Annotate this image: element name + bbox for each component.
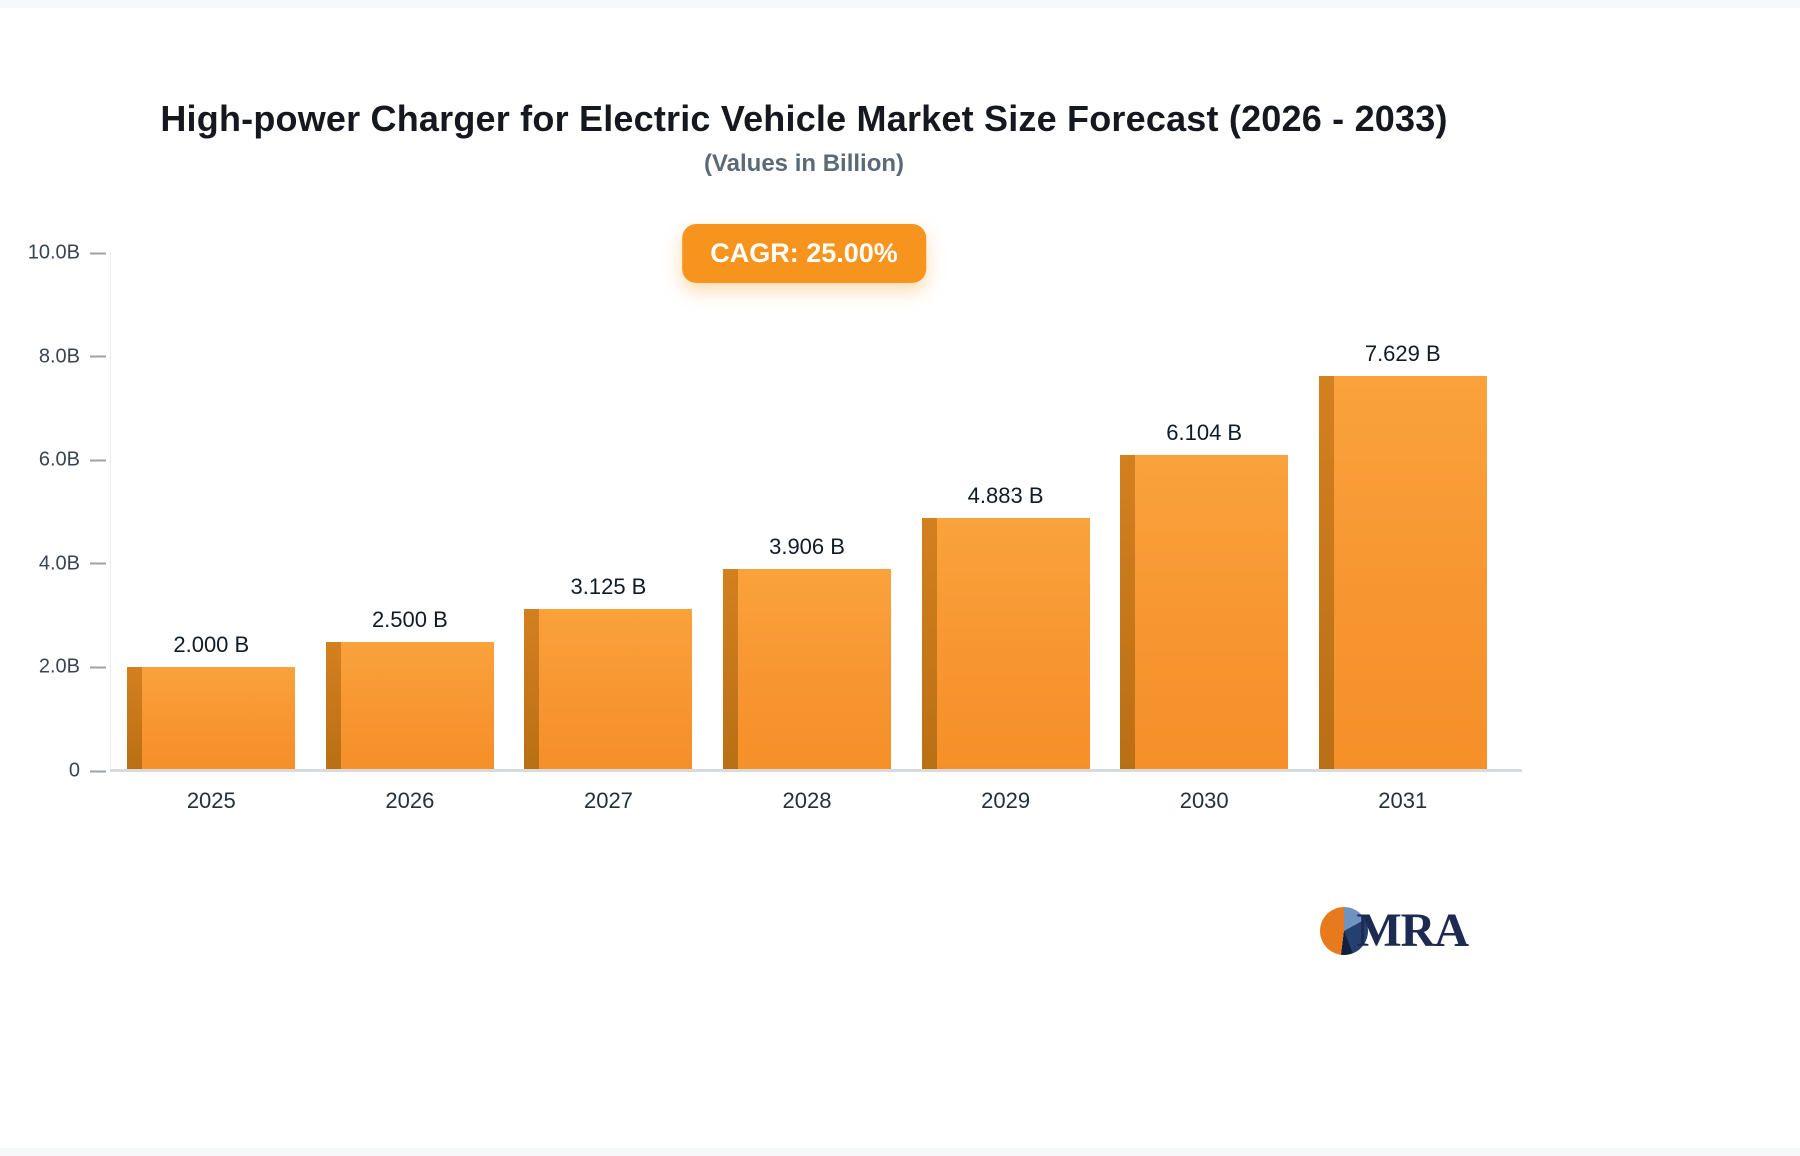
x-axis-line bbox=[110, 769, 1522, 772]
y-axis-tick-label: 6.0B bbox=[38, 448, 80, 471]
bar-slot: 2.000 B bbox=[112, 253, 311, 771]
x-axis-label: 2027 bbox=[583, 788, 633, 813]
bar bbox=[127, 667, 296, 771]
chart-title: High-power Charger for Electric Vehicle … bbox=[160, 98, 1448, 139]
y-axis-tick-mark bbox=[90, 562, 106, 565]
x-axis-label: 2031 bbox=[1378, 788, 1428, 813]
bar-side-shade bbox=[127, 667, 143, 771]
bar-side-shade bbox=[325, 641, 341, 771]
y-axis-tick-mark bbox=[90, 459, 106, 462]
x-axis-label: 2025 bbox=[186, 788, 236, 813]
y-axis-tick-mark bbox=[90, 355, 106, 358]
mra-logo-text: MRA bbox=[1356, 904, 1469, 957]
y-axis-tick-label: 2.0B bbox=[38, 655, 80, 678]
y-axis-tick-label: 8.0B bbox=[38, 345, 80, 368]
y-axis-tick: 0 bbox=[69, 760, 106, 783]
cagr-badge: CAGR: 25.00% bbox=[682, 224, 926, 283]
bar-value-label: 7.629 B bbox=[1364, 340, 1441, 366]
bar-value-label: 2.000 B bbox=[173, 632, 250, 658]
bar-slot: 4.883 B bbox=[906, 253, 1105, 771]
bar-slot: 7.629 B bbox=[1303, 253, 1502, 771]
y-axis-tick: 2.0B bbox=[39, 656, 106, 679]
y-axis-line bbox=[110, 253, 111, 771]
y-axis-tick: 4.0B bbox=[39, 552, 106, 575]
y-axis-tick-label: 10.0B bbox=[27, 241, 80, 264]
y-axis-tick-mark bbox=[90, 770, 106, 772]
bar-slot: 3.906 B bbox=[708, 253, 907, 771]
y-axis-tick: 8.0B bbox=[39, 345, 106, 368]
y-axis-tick-mark bbox=[90, 252, 106, 254]
mra-logo-icon bbox=[1320, 906, 1369, 955]
bar-side-shade bbox=[1120, 454, 1136, 771]
bar bbox=[1120, 454, 1289, 771]
x-axis-label: 2030 bbox=[1179, 788, 1229, 813]
bar-value-label: 6.104 B bbox=[1166, 419, 1243, 445]
bar bbox=[524, 609, 693, 771]
bar-slot: 3.125 B bbox=[509, 253, 708, 771]
bar bbox=[1318, 375, 1487, 771]
bar-value-label: 2.500 B bbox=[371, 606, 448, 632]
y-axis-tick-mark bbox=[90, 666, 106, 669]
x-axis-label: 2026 bbox=[385, 788, 435, 813]
bar-side-shade bbox=[524, 609, 540, 771]
bar-value-label: 4.883 B bbox=[967, 483, 1044, 509]
mra-logo: MRA bbox=[1320, 903, 1469, 958]
chart-subtitle: (Values in Billion) bbox=[703, 150, 905, 177]
chart-card: High-power Charger for Electric Vehicle … bbox=[0, 8, 1800, 1148]
y-axis-tick: 10.0B bbox=[28, 242, 106, 265]
y-axis-tick: 6.0B bbox=[39, 449, 106, 472]
bar-plot-area: 2.000 B 2.500 B 3.125 B 3.906 B 4.883 B 6.104… bbox=[112, 253, 1502, 771]
bar-slot: 6.104 B bbox=[1105, 253, 1304, 771]
bar-side-shade bbox=[723, 568, 739, 771]
bar bbox=[325, 641, 494, 771]
bar-side-shade bbox=[921, 518, 937, 771]
x-axis-labels: 2025 2026 2027 2028 2029 2030 2031 bbox=[112, 788, 1502, 814]
bar bbox=[723, 568, 892, 771]
bar-value-label: 3.906 B bbox=[769, 533, 845, 559]
x-axis-label: 2029 bbox=[981, 788, 1031, 813]
bar bbox=[921, 518, 1090, 771]
bar-value-label: 3.125 B bbox=[570, 574, 647, 600]
bar-slot: 2.500 B bbox=[311, 253, 510, 771]
y-axis-tick-label: 0 bbox=[68, 759, 80, 782]
y-axis: 0 2.0B 4.0B 6.0B 8.0B 10.0B bbox=[0, 242, 106, 782]
y-axis-tick-label: 4.0B bbox=[38, 552, 80, 575]
x-axis-label: 2028 bbox=[782, 788, 832, 813]
bar-side-shade bbox=[1318, 375, 1334, 771]
